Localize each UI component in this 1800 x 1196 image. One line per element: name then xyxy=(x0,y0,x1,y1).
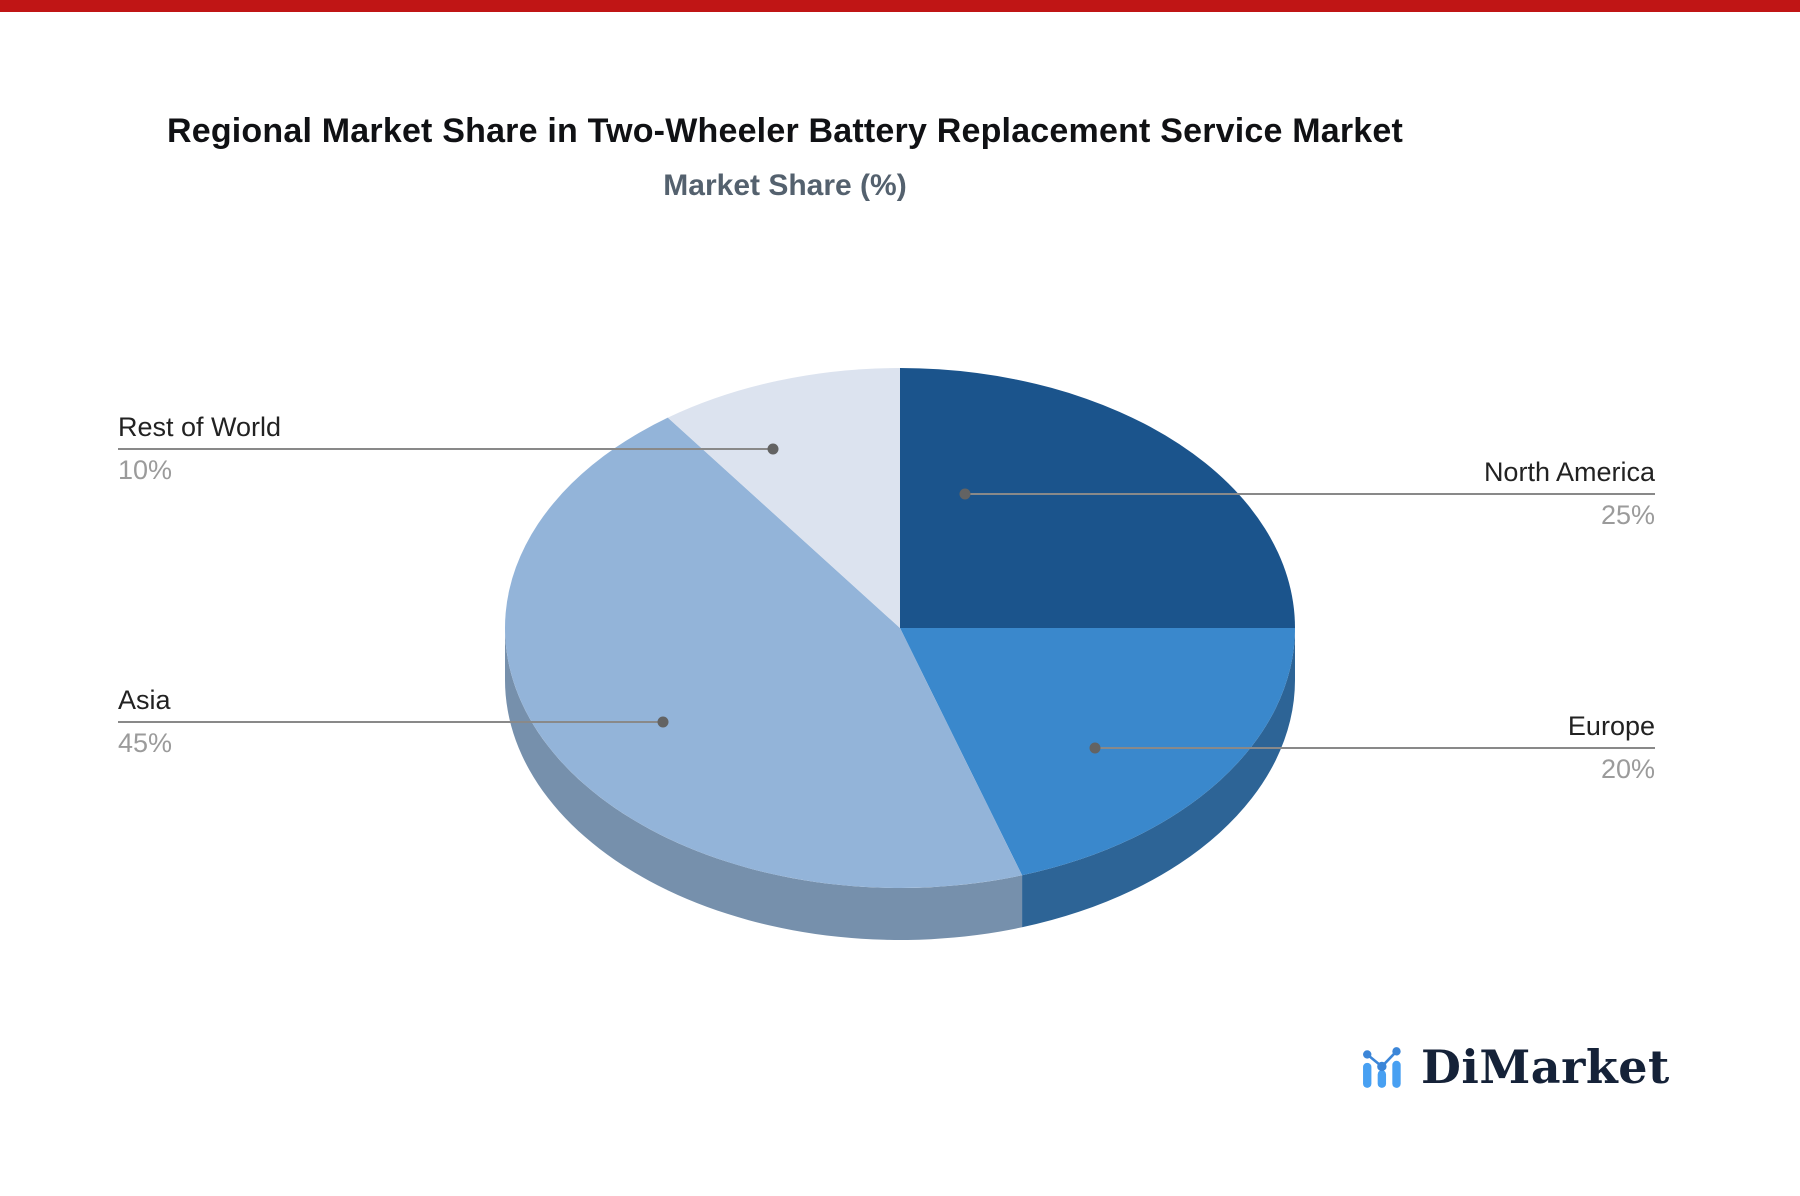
callout-percent: 20% xyxy=(1600,754,1655,784)
callout-percent: 45% xyxy=(118,728,173,758)
callout-north-america: North America 25% xyxy=(1484,457,1655,531)
brand-logo-text: DiMarket xyxy=(1421,1040,1670,1094)
pie-slice-rest-of-world[interactable] xyxy=(667,368,900,628)
callout-europe: Europe 20% xyxy=(1568,711,1655,785)
pie-slice-asia[interactable] xyxy=(504,417,1023,888)
leader-dot-europe xyxy=(1089,742,1101,754)
top-accent-bar xyxy=(0,0,1800,12)
brand-logo: DiMarket xyxy=(1362,1038,1670,1096)
pie-slice-north-america[interactable] xyxy=(900,368,1295,628)
callout-label: Rest of World xyxy=(118,412,282,442)
pie-slice-side-europe xyxy=(1022,628,1295,928)
callout-percent: 25% xyxy=(1600,500,1655,530)
callout-rest-of-world: Rest of World 10% xyxy=(118,412,281,486)
chart-title: Regional Market Share in Two-Wheeler Bat… xyxy=(166,112,1404,150)
callout-asia: Asia 45% xyxy=(118,685,172,759)
callout-label: Europe xyxy=(1567,711,1655,741)
callout-label: North America xyxy=(1483,457,1655,487)
leader-dot-asia xyxy=(657,716,669,728)
callout-percent: 10% xyxy=(118,455,173,485)
callout-label: Asia xyxy=(118,685,171,715)
pie-slice-side-asia xyxy=(505,628,1023,940)
leader-dot-rest-of-world xyxy=(767,443,779,455)
chart-header: Regional Market Share in Two-Wheeler Bat… xyxy=(0,112,1570,203)
leader-dot-north-america xyxy=(959,488,971,500)
bar-line-chart-icon xyxy=(1363,1047,1401,1088)
chart-subtitle: Market Share (%) xyxy=(663,169,907,202)
